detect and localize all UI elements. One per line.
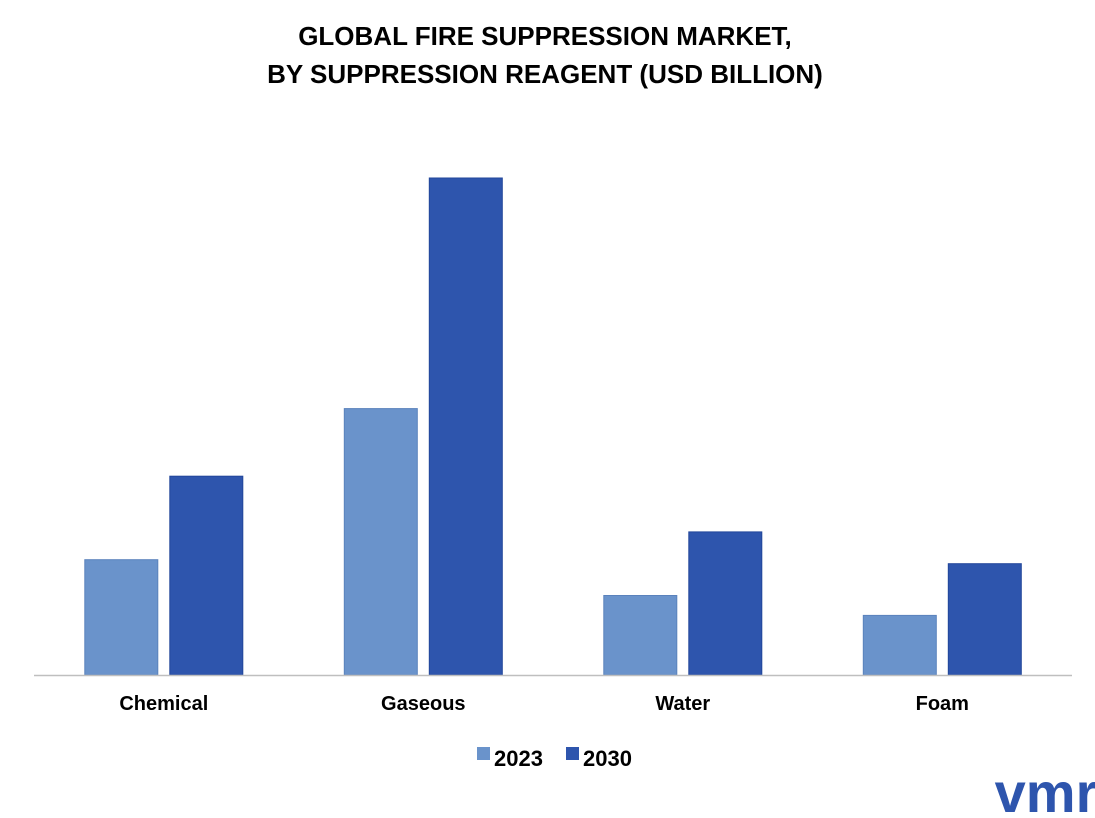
vmr-logo: vmr <box>995 761 1095 818</box>
bars-layer <box>84 177 1022 676</box>
legend: 2023 2030 <box>477 746 632 771</box>
chart-subtitle: BY SUPPRESSION REAGENT (USD BILLION) <box>267 59 823 89</box>
legend-swatch-2030 <box>566 747 579 760</box>
category-label-water: Water <box>655 693 710 715</box>
bar-foam-2030 <box>947 563 1022 676</box>
bar-foam-2023 <box>862 614 937 676</box>
bar-gaseous-2030 <box>428 177 503 676</box>
category-label-chemical: Chemical <box>119 693 208 715</box>
legend-swatch-2023 <box>477 747 490 760</box>
category-label-gaseous: Gaseous <box>381 693 465 715</box>
legend-label-2030: 2030 <box>583 746 632 771</box>
bar-chemical-2030 <box>169 475 244 676</box>
bar-water-2030 <box>688 531 763 676</box>
category-labels: Chemical Gaseous Water Foam <box>119 693 969 715</box>
bar-gaseous-2023 <box>343 408 418 676</box>
bar-chemical-2023 <box>84 559 159 676</box>
chart-title: GLOBAL FIRE SUPPRESSION MARKET, <box>298 21 792 51</box>
category-label-foam: Foam <box>916 693 969 715</box>
legend-label-2023: 2023 <box>494 746 543 771</box>
bar-water-2023 <box>603 595 678 676</box>
